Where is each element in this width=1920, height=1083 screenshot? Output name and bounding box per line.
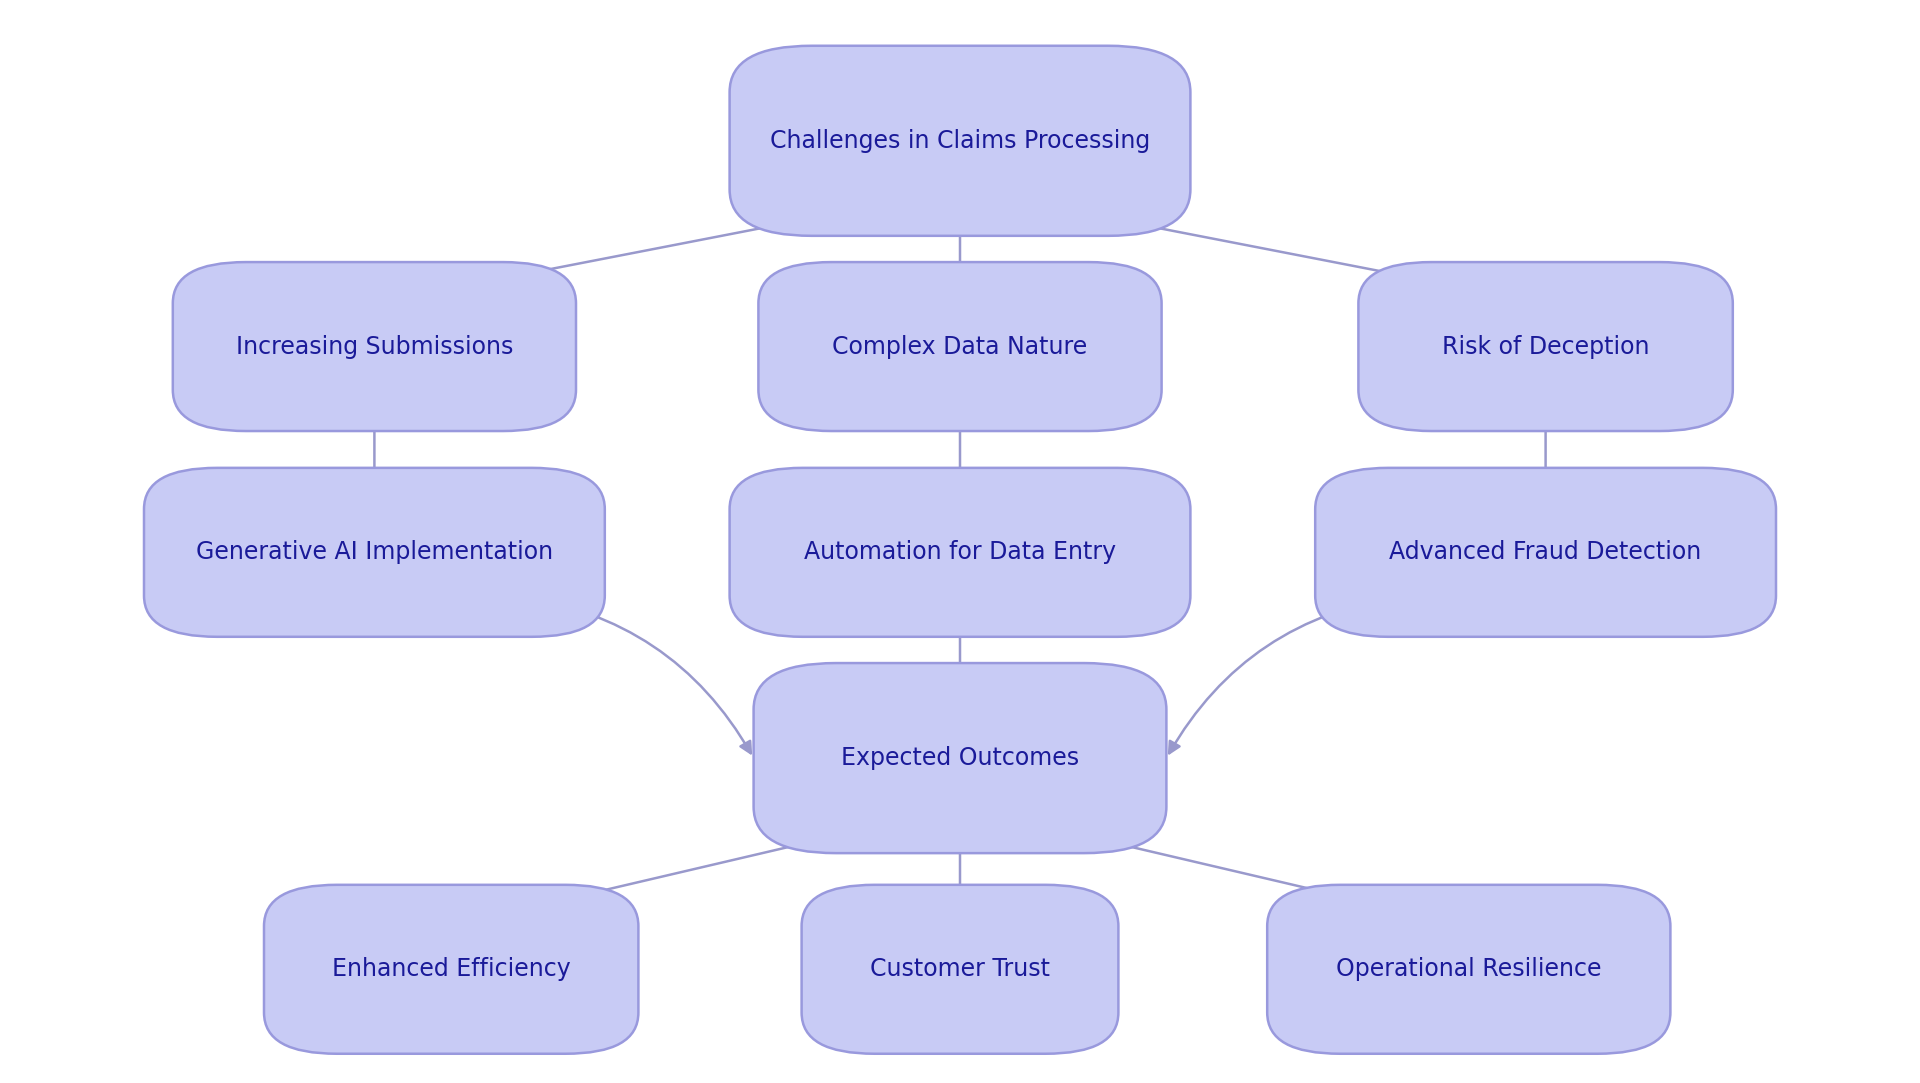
FancyBboxPatch shape <box>1359 262 1734 431</box>
Text: Risk of Deception: Risk of Deception <box>1442 335 1649 358</box>
Text: Enhanced Efficiency: Enhanced Efficiency <box>332 957 570 981</box>
FancyBboxPatch shape <box>1315 468 1776 637</box>
Text: Operational Resilience: Operational Resilience <box>1336 957 1601 981</box>
Text: Advanced Fraud Detection: Advanced Fraud Detection <box>1390 540 1701 564</box>
Text: Complex Data Nature: Complex Data Nature <box>833 335 1087 358</box>
Text: Automation for Data Entry: Automation for Data Entry <box>804 540 1116 564</box>
FancyBboxPatch shape <box>730 45 1190 236</box>
Text: Challenges in Claims Processing: Challenges in Claims Processing <box>770 129 1150 153</box>
FancyBboxPatch shape <box>173 262 576 431</box>
FancyBboxPatch shape <box>263 885 637 1054</box>
FancyBboxPatch shape <box>730 468 1190 637</box>
Text: Generative AI Implementation: Generative AI Implementation <box>196 540 553 564</box>
FancyBboxPatch shape <box>753 663 1167 853</box>
Text: Expected Outcomes: Expected Outcomes <box>841 746 1079 770</box>
FancyBboxPatch shape <box>1267 885 1670 1054</box>
FancyBboxPatch shape <box>758 262 1162 431</box>
Text: Increasing Submissions: Increasing Submissions <box>236 335 513 358</box>
FancyBboxPatch shape <box>801 885 1117 1054</box>
Text: Customer Trust: Customer Trust <box>870 957 1050 981</box>
FancyBboxPatch shape <box>144 468 605 637</box>
